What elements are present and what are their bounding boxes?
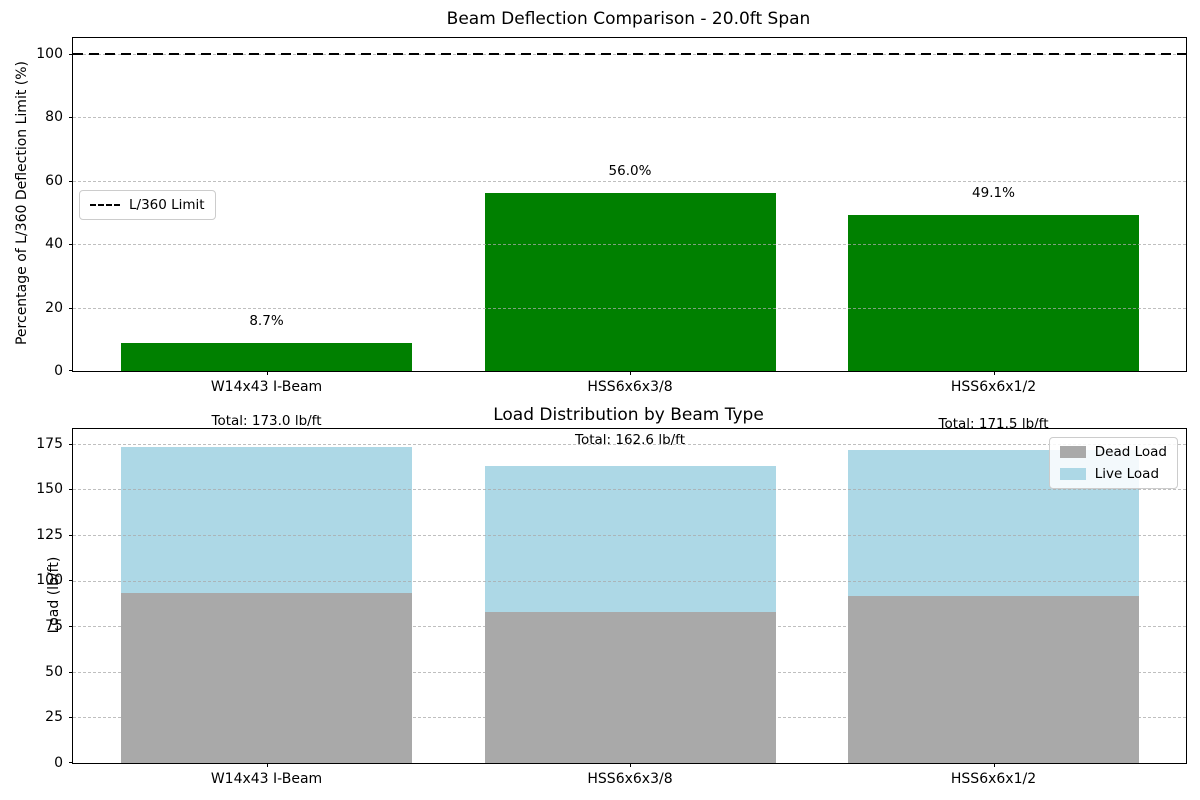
legend-label: Dead Load xyxy=(1094,444,1167,460)
gridline xyxy=(73,717,1186,719)
y-tick-mark xyxy=(69,443,73,445)
x-tick-mark xyxy=(993,371,995,375)
y-tick-mark xyxy=(69,489,73,491)
dead-load-swatch-icon xyxy=(1059,446,1086,458)
gridline xyxy=(73,580,1186,582)
y-tick-label: 150 xyxy=(36,481,63,498)
total-load-label: Total: 173.0 lb/ft xyxy=(211,413,322,430)
load-legend: Dead Load Live Load xyxy=(1048,437,1178,489)
y-tick-mark xyxy=(69,534,73,536)
y-tick-label: 60 xyxy=(45,172,63,189)
bar-value-label: 49.1% xyxy=(972,185,1015,202)
y-tick-mark xyxy=(69,244,73,246)
y-tick-label: 20 xyxy=(45,299,63,316)
y-tick-mark xyxy=(69,117,73,119)
load-chart-title: Load Distribution by Beam Type xyxy=(493,405,764,425)
total-load-label: Total: 162.6 lb/ft xyxy=(575,432,685,449)
deflection-bar xyxy=(848,215,1139,371)
gridline xyxy=(73,626,1186,628)
x-tick-label: W14x43 I-Beam xyxy=(210,771,323,787)
y-tick-label: 80 xyxy=(45,109,63,126)
y-tick-label: 25 xyxy=(45,709,63,726)
y-tick-label: 40 xyxy=(45,236,63,253)
x-tick-label: HSS6x6x1/2 xyxy=(950,771,1037,787)
bar-value-label: 56.0% xyxy=(608,163,652,180)
y-tick-label: 0 xyxy=(54,363,63,379)
x-tick-mark xyxy=(266,763,268,767)
total-load-label: Total: 171.5 lb/ft xyxy=(938,416,1049,432)
y-tick-mark xyxy=(69,762,73,763)
load-plot-area: Dead Load Live Load 0 25 50 75 100 125 150 175 W… xyxy=(36,414,1187,787)
legend-entry-l360-limit: L/360 Limit xyxy=(90,197,205,213)
limit-line xyxy=(73,52,1186,55)
y-tick-label: 100 xyxy=(36,45,63,62)
x-tick-label: HSS6x6x3/8 xyxy=(587,771,673,787)
gridline xyxy=(73,443,1186,445)
y-tick-mark xyxy=(69,53,73,55)
gridline xyxy=(73,117,1186,119)
bar-value-label: 8.7% xyxy=(249,313,284,330)
x-tick-mark xyxy=(266,371,268,375)
live-load-bar-segment xyxy=(121,447,412,594)
live-load-swatch-icon xyxy=(1059,468,1086,480)
legend-entry-live-load: Live Load xyxy=(1059,466,1167,482)
y-tick-mark xyxy=(69,180,73,182)
deflection-y-axis-label: Percentage of L/360 Deflection Limit (%) xyxy=(14,60,30,346)
y-tick-label: 0 xyxy=(54,755,63,771)
y-tick-mark xyxy=(69,580,73,582)
gridline xyxy=(73,244,1186,246)
legend-label: L/360 Limit xyxy=(129,197,205,213)
y-tick-label: 100 xyxy=(36,572,63,589)
y-tick-label: 75 xyxy=(45,618,63,635)
live-load-bar-segment xyxy=(484,466,776,613)
x-tick-mark xyxy=(630,371,631,375)
x-tick-label: HSS6x6x3/8 xyxy=(587,379,673,395)
y-tick-label: 175 xyxy=(36,435,63,452)
legend-label: Live Load xyxy=(1094,466,1160,482)
dead-load-bar-segment xyxy=(484,612,776,763)
deflection-bar xyxy=(484,193,776,371)
x-tick-mark xyxy=(630,763,631,767)
y-tick-mark xyxy=(69,370,73,371)
y-tick-label: 50 xyxy=(45,663,63,680)
gridline xyxy=(73,307,1186,309)
deflection-plot-area: L/360 Limit 0 20 40 60 80 100 W14x43 I-Beam HSS… xyxy=(36,37,1187,395)
dead-load-bar-segment xyxy=(848,596,1139,763)
x-tick-mark xyxy=(993,763,995,767)
y-tick-label: 125 xyxy=(36,526,63,543)
dashed-line-icon xyxy=(90,204,120,206)
deflection-bar xyxy=(121,343,412,371)
x-tick-label: HSS6x6x1/2 xyxy=(950,379,1037,395)
gridline xyxy=(73,489,1186,491)
y-tick-mark xyxy=(69,671,73,673)
y-tick-mark xyxy=(69,717,73,719)
dead-load-bar-segment xyxy=(121,593,412,763)
legend-entry-dead-load: Dead Load xyxy=(1059,444,1167,460)
x-tick-label: W14x43 I-Beam xyxy=(210,379,323,395)
y-tick-mark xyxy=(69,626,73,628)
deflection-legend: L/360 Limit xyxy=(79,190,216,220)
deflection-chart-title: Beam Deflection Comparison - 20.0ft Span xyxy=(446,9,811,29)
gridline xyxy=(73,180,1186,182)
gridline xyxy=(73,671,1186,673)
y-tick-mark xyxy=(69,307,73,309)
gridline xyxy=(73,534,1186,536)
